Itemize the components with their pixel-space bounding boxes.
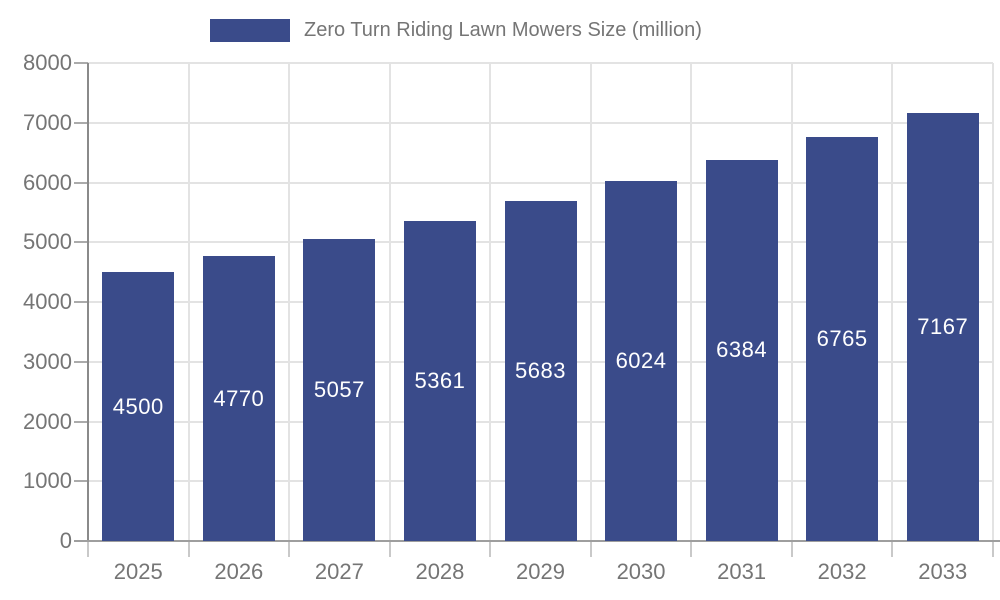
y-axis-tick-label: 3000 bbox=[23, 348, 72, 374]
x-axis-tick bbox=[589, 541, 592, 557]
x-axis-tick-label: 2030 bbox=[616, 559, 666, 584]
y-axis-tick-label: 6000 bbox=[23, 169, 72, 195]
x-axis-tick bbox=[992, 541, 994, 557]
bar-value-label: 6765 bbox=[816, 325, 868, 351]
plot-area: 0 1000 2000 3000 4000 5000 6000 7000 8000 4500 202… bbox=[23, 50, 1000, 584]
y-axis-tick bbox=[74, 480, 88, 483]
x-axis-tick bbox=[388, 541, 391, 557]
y-axis-tick-label: 7000 bbox=[23, 109, 72, 135]
bar-2025[interactable]: 4500 bbox=[102, 272, 175, 541]
y-axis-tick bbox=[74, 121, 88, 124]
x-axis-tick bbox=[288, 541, 291, 557]
bar-2033[interactable]: 7167 bbox=[906, 112, 979, 541]
y-axis-tick bbox=[74, 241, 88, 244]
gridline-vertical bbox=[891, 63, 894, 541]
bar-2026[interactable]: 4770 bbox=[202, 256, 275, 541]
y-axis-tick bbox=[74, 181, 88, 184]
gridline-vertical bbox=[690, 63, 693, 541]
y-axis-tick bbox=[74, 420, 88, 423]
y-axis-tick bbox=[74, 360, 88, 363]
y-axis-tick bbox=[74, 62, 88, 64]
bar-value-label: 6384 bbox=[716, 337, 768, 363]
y-axis-line bbox=[87, 63, 89, 541]
bar-2032[interactable]: 6765 bbox=[806, 136, 879, 541]
gridline-horizontal bbox=[88, 62, 993, 64]
bar-value-label: 7167 bbox=[917, 313, 969, 339]
legend-swatch-icon bbox=[210, 19, 290, 42]
x-axis-tick bbox=[790, 541, 793, 557]
gridline-vertical bbox=[589, 63, 592, 541]
bar-value-label: 5057 bbox=[313, 376, 365, 402]
bar-2031[interactable]: 6384 bbox=[705, 159, 778, 541]
x-axis-tick-label: 2033 bbox=[918, 559, 968, 584]
y-axis-tick-label: 1000 bbox=[23, 468, 72, 494]
x-axis-tick-label: 2026 bbox=[214, 559, 264, 584]
y-axis-tick bbox=[74, 301, 88, 303]
x-axis-tick-label: 2029 bbox=[516, 559, 565, 584]
bar-value-label: 6024 bbox=[615, 348, 667, 374]
gridline-vertical bbox=[992, 63, 994, 541]
bar-2028[interactable]: 5361 bbox=[403, 220, 476, 541]
bar-2030[interactable]: 6024 bbox=[605, 181, 678, 541]
legend-item[interactable]: Zero Turn Riding Lawn Mowers Size (milli… bbox=[210, 19, 702, 42]
gridline-vertical bbox=[187, 63, 190, 541]
x-axis-tick-label: 2028 bbox=[415, 559, 465, 584]
gridline-horizontal bbox=[88, 181, 993, 184]
bar-value-label: 4500 bbox=[112, 393, 164, 419]
bar-value-label: 5361 bbox=[414, 367, 466, 393]
y-axis-tick-label: 4000 bbox=[23, 289, 72, 314]
bar-2027[interactable]: 5057 bbox=[303, 238, 376, 541]
x-axis-tick-label: 2032 bbox=[817, 559, 867, 584]
x-axis-tick bbox=[690, 541, 693, 557]
bar-2029[interactable]: 5683 bbox=[504, 201, 577, 541]
bar-value-label: 5683 bbox=[515, 358, 566, 384]
y-axis-tick-label: 0 bbox=[59, 528, 72, 553]
x-axis-tick bbox=[87, 541, 89, 557]
x-axis-line bbox=[74, 540, 1000, 542]
x-axis-tick bbox=[891, 541, 894, 557]
x-axis-tick bbox=[187, 541, 190, 557]
bar-value-label: 4770 bbox=[213, 385, 265, 411]
x-axis-tick bbox=[489, 541, 492, 557]
gridline-vertical bbox=[388, 63, 391, 541]
y-axis-tick-label: 8000 bbox=[23, 50, 72, 75]
y-axis-tick-label: 5000 bbox=[23, 229, 72, 255]
gridline-vertical bbox=[288, 63, 291, 541]
x-axis-tick-label: 2031 bbox=[717, 559, 767, 584]
legend-label: Zero Turn Riding Lawn Mowers Size (milli… bbox=[304, 19, 702, 41]
gridline-horizontal bbox=[88, 121, 993, 124]
x-axis-tick-label: 2025 bbox=[113, 559, 163, 584]
y-axis-tick-label: 2000 bbox=[23, 408, 72, 434]
gridline-vertical bbox=[489, 63, 492, 541]
gridline-vertical bbox=[790, 63, 793, 541]
x-axis-tick-label: 2027 bbox=[314, 559, 364, 584]
